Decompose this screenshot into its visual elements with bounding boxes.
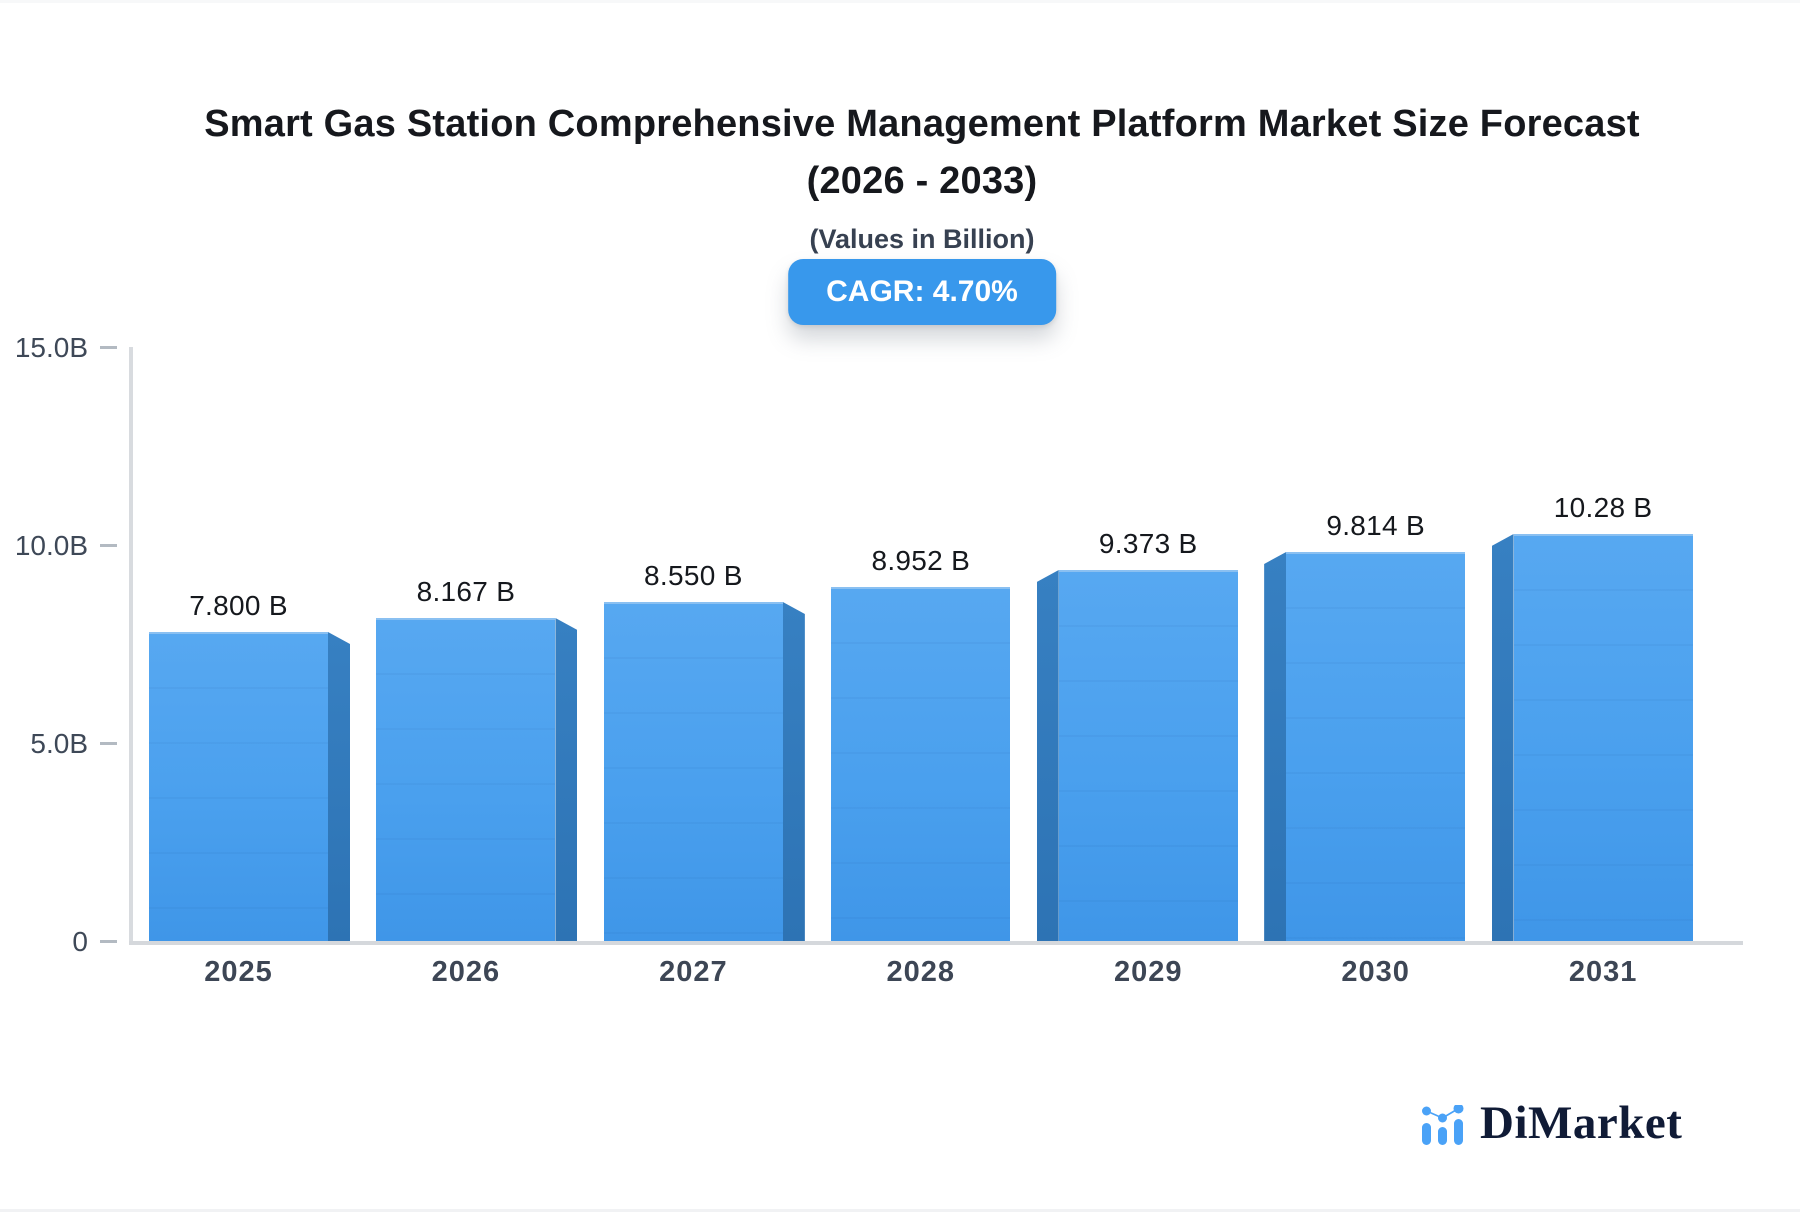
bar-2030 [1286,552,1466,941]
bar-value-label-2031: 10.28 B [1553,492,1653,523]
x-tick-label-2031: 2031 [1568,956,1638,988]
bar-2029 [1058,570,1238,941]
y-tick-dash [100,940,117,943]
cagr-badge: CAGR: 4.70% [788,259,1056,325]
bar-2028 [831,587,1011,941]
bar-value-label-2025: 7.800 B [189,590,288,621]
y-tick-label-10.0B: 10.0B [14,530,88,561]
chart-title-line1: Smart Gas Station Comprehensive Manageme… [204,103,1640,145]
chart-header: Smart Gas Station Comprehensive Manageme… [204,96,1640,325]
x-tick-label-2029: 2029 [1113,956,1183,988]
bar-3d-side-2027 [782,602,805,941]
dimarket-logo: DiMarket [1421,1098,1682,1148]
x-tick-label-2028: 2028 [886,956,956,988]
bar-3d-side-2030 [1264,552,1287,941]
bar-3d-side-2026 [555,618,578,941]
y-tick-label-0: 0 [72,926,88,957]
bar-value-label-2028: 8.952 B [871,545,971,576]
bar-2025 [149,632,328,941]
bar-value-label-2027: 8.550 B [644,560,743,591]
bar-value-label-2026: 8.167 B [416,576,516,607]
bar-value-label-2030: 9.814 B [1326,510,1425,541]
bar-value-label-2029: 9.373 B [1098,528,1198,559]
x-tick-label-2030: 2030 [1341,956,1410,988]
bar-2027 [603,602,783,941]
chart-subtitle: (Values in Billion) [809,224,1035,254]
bar-3d-side-2025 [328,632,350,941]
x-tick-label-2026: 2026 [431,956,501,988]
bar-3d-side-2029 [1036,570,1059,941]
bar-2026 [376,618,556,941]
x-tick-label-2027: 2027 [659,956,728,988]
y-tick-dash [100,742,117,745]
bar-2031 [1513,534,1693,941]
y-tick-dash [100,346,117,349]
chart-title-line2: (2026 - 2033) [806,160,1038,202]
y-tick-dash [100,544,117,547]
bar-3d-side-2031 [1491,534,1514,941]
x-tick-label-2025: 2025 [204,956,273,988]
y-tick-label-15.0B: 15.0B [14,332,88,363]
dimarket-logo-text: DiMarket [1480,1097,1683,1149]
y-tick-label-5.0B: 5.0B [30,728,88,759]
x-axis-line [129,941,1743,945]
y-axis-line [129,347,133,945]
dimarket-logo-icon [1422,1105,1464,1145]
